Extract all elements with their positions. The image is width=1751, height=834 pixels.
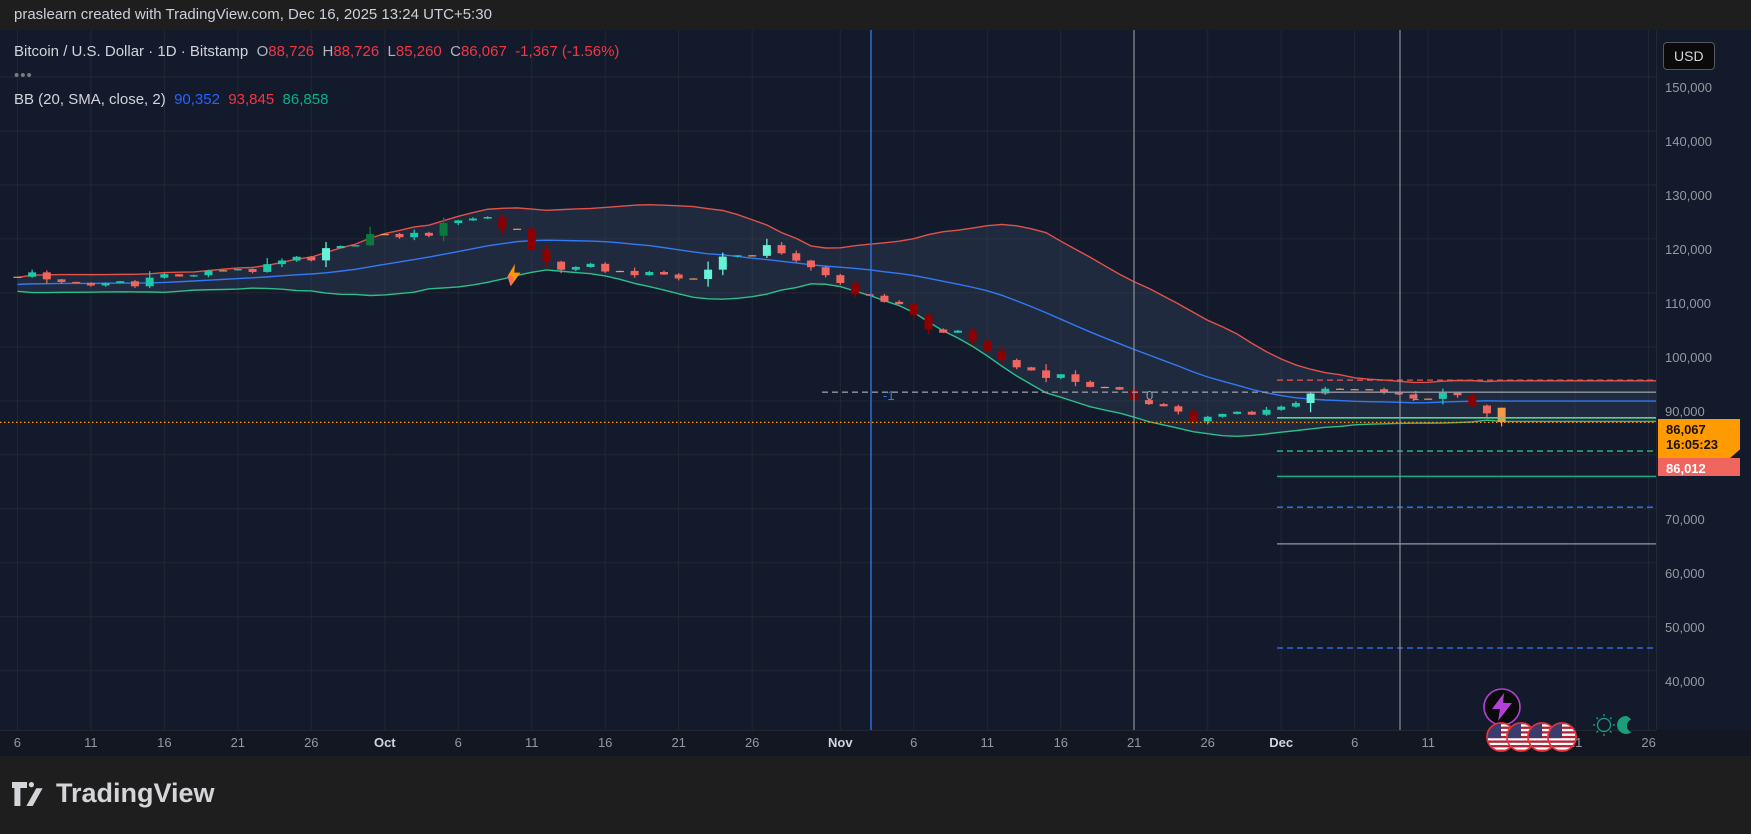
svg-text:0: 0 xyxy=(1146,388,1153,403)
svg-text:-1: -1 xyxy=(883,388,895,403)
svg-text:1: 1 xyxy=(1412,388,1419,403)
